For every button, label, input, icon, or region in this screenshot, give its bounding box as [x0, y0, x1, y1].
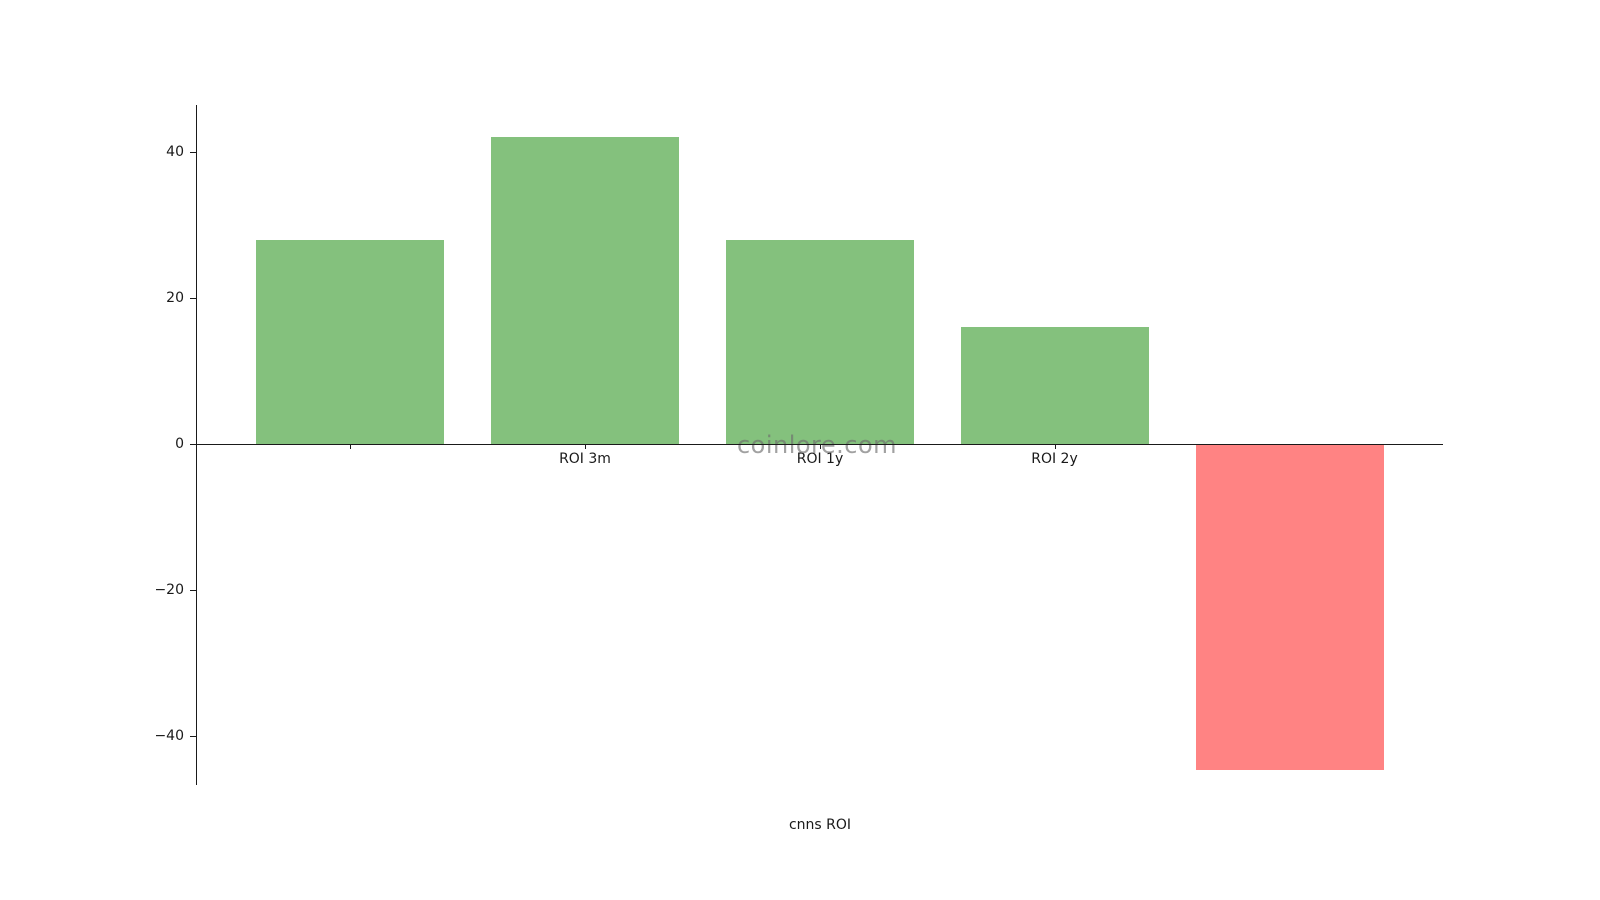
bar — [726, 239, 914, 444]
x-tick-label: ROI 2y — [1031, 451, 1078, 467]
bar — [960, 327, 1149, 444]
chart-xlabel: cnns ROI — [788, 817, 852, 833]
y-tick-label: −20 — [154, 582, 184, 598]
x-tick-label: ROI 3m — [559, 451, 611, 467]
x-tick — [1054, 444, 1056, 449]
watermark-text: coinlore.com — [736, 431, 898, 459]
x-axis-zero-line — [196, 444, 1443, 445]
y-tick — [190, 444, 196, 445]
bar — [1195, 445, 1384, 770]
y-tick — [190, 152, 196, 153]
x-tick-label: ROI 1y — [796, 451, 844, 467]
y-tick-label: 40 — [166, 144, 184, 160]
y-tick-label: 20 — [166, 290, 184, 306]
x-tick — [820, 444, 821, 449]
y-tick — [190, 736, 196, 737]
x-tick — [585, 444, 586, 449]
y-tick-label: −40 — [154, 728, 184, 744]
y-tick — [190, 590, 196, 591]
bar — [256, 239, 444, 444]
x-tick — [350, 444, 351, 449]
bar — [491, 137, 679, 444]
y-tick-label: 0 — [175, 436, 184, 452]
y-tick — [190, 298, 196, 299]
y-axis-line — [196, 105, 197, 785]
